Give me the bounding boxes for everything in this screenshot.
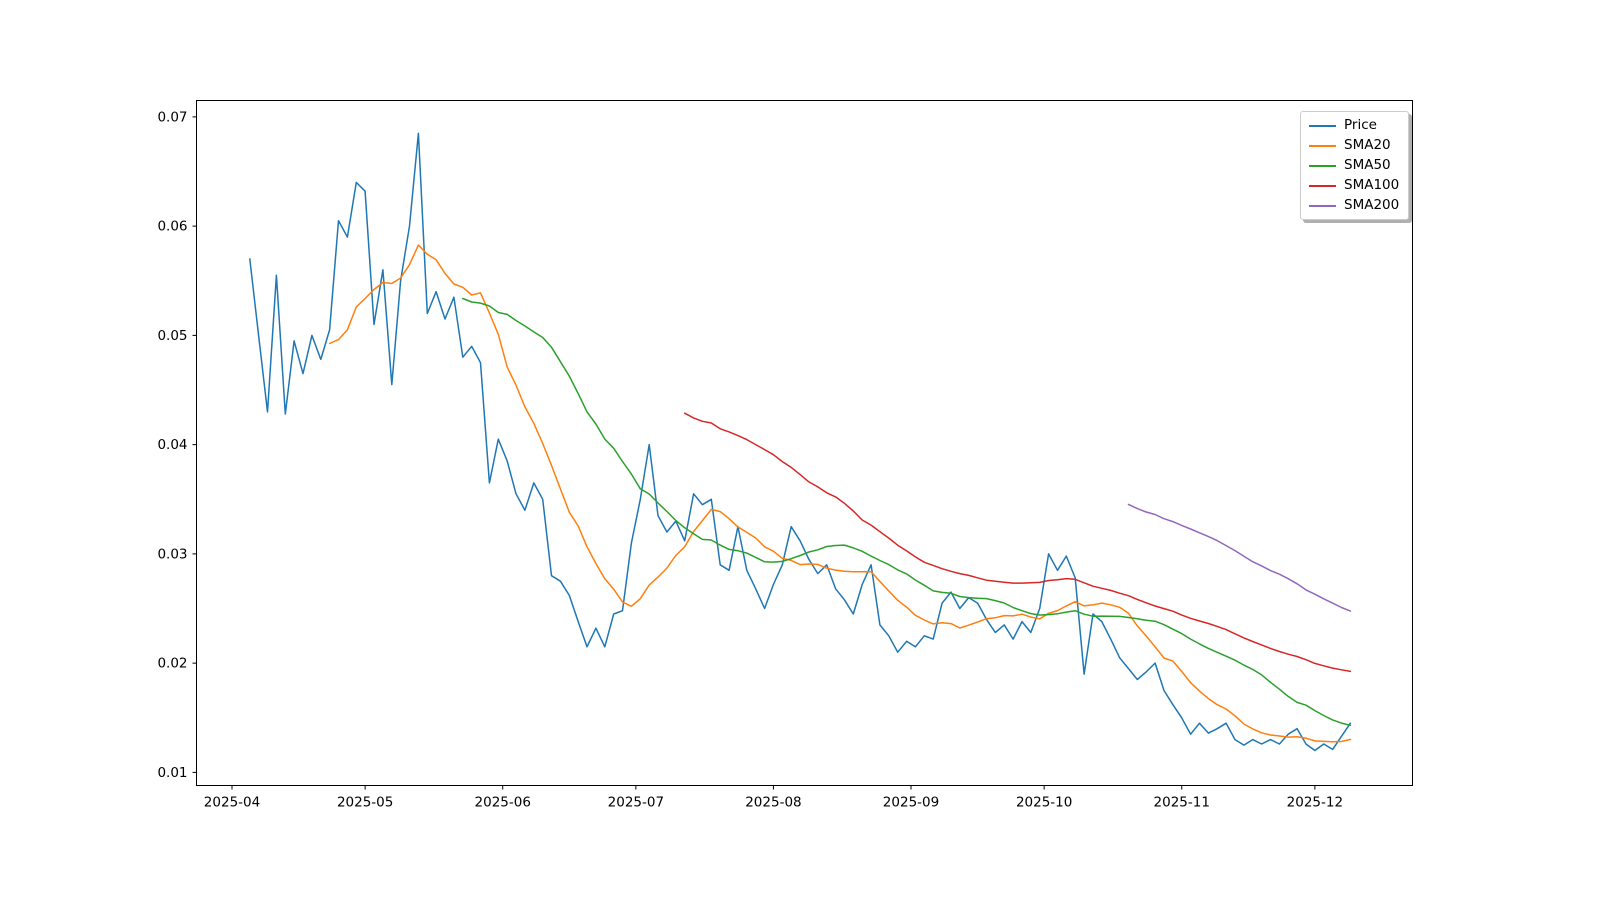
legend-entry-sma50: SMA50: [1309, 158, 1399, 173]
legend-label: Price: [1344, 116, 1377, 133]
series-sma200: [1127, 503, 1352, 612]
legend-entry-sma100: SMA100: [1309, 178, 1399, 193]
legend-entry-sma200: SMA200: [1309, 198, 1399, 213]
x-tick-label: 2025-07: [608, 795, 664, 811]
x-tick-label: 2025-11: [1154, 795, 1210, 811]
series-sma50: [462, 297, 1352, 727]
legend-line-sample: [1309, 204, 1336, 207]
x-tick-label: 2025-12: [1287, 795, 1343, 811]
x-tick-label: 2025-10: [1016, 795, 1072, 811]
series-sma20: [328, 244, 1352, 743]
x-tick-label: 2025-09: [883, 795, 939, 811]
series-sma100: [683, 412, 1352, 673]
legend-line-sample: [1309, 184, 1336, 187]
legend-label: SMA20: [1344, 136, 1391, 153]
y-tick-label: 0.07: [157, 109, 187, 125]
series-price: [249, 132, 1352, 752]
legend-label: SMA100: [1344, 176, 1400, 193]
legend-label: SMA50: [1344, 156, 1391, 173]
y-tick-label: 0.01: [157, 765, 187, 781]
y-tick-label: 0.06: [157, 219, 187, 235]
y-tick-label: 0.03: [157, 546, 187, 562]
y-tick-label: 0.02: [157, 656, 187, 672]
y-tick-label: 0.04: [157, 437, 187, 453]
legend-entry-price: Price: [1309, 118, 1399, 133]
x-tick-label: 2025-08: [745, 795, 801, 811]
legend-line-sample: [1309, 124, 1336, 127]
y-tick-label: 0.05: [157, 328, 187, 344]
legend-entry-sma20: SMA20: [1309, 138, 1399, 153]
legend: Price SMA20 SMA50 SMA100 SMA200: [1300, 111, 1410, 220]
plot-area: [196, 100, 1413, 786]
x-tick-label: 2025-06: [475, 795, 531, 811]
legend-line-sample: [1309, 164, 1336, 167]
legend-line-sample: [1309, 144, 1336, 147]
legend-label: SMA200: [1344, 196, 1400, 213]
x-tick-label: 2025-04: [204, 795, 260, 811]
x-tick-label: 2025-05: [337, 795, 393, 811]
